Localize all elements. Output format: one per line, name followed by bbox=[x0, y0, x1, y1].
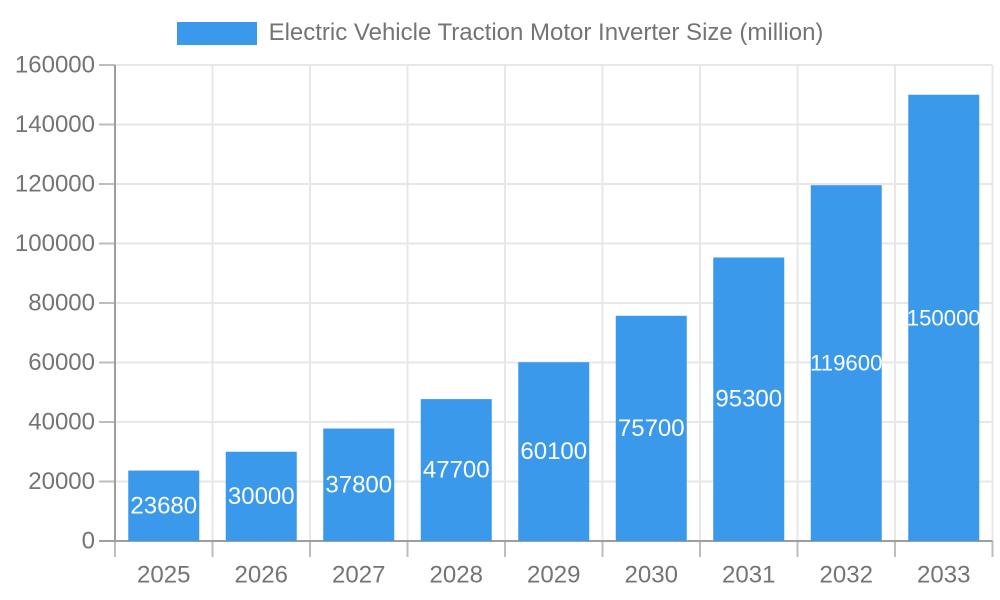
bar-value-label: 30000 bbox=[228, 483, 295, 510]
x-tick-label: 2027 bbox=[332, 562, 385, 589]
x-tick-label: 2029 bbox=[527, 562, 580, 589]
legend-label: Electric Vehicle Traction Motor Inverter… bbox=[268, 19, 824, 46]
bar-value-label: 23680 bbox=[130, 492, 197, 519]
bar-2026[interactable] bbox=[225, 451, 297, 541]
bar-2031[interactable] bbox=[713, 257, 785, 541]
bar-2025[interactable] bbox=[128, 470, 200, 541]
bar-value-label: 60100 bbox=[520, 438, 587, 465]
y-tick-label: 100000 bbox=[15, 230, 95, 257]
bar-2027[interactable] bbox=[323, 428, 395, 541]
x-tick-label: 2026 bbox=[235, 562, 288, 589]
bar-value-label: 150000 bbox=[907, 305, 981, 330]
legend-swatch bbox=[176, 21, 257, 45]
bar-2028[interactable] bbox=[420, 399, 492, 541]
y-tick-label: 140000 bbox=[15, 111, 95, 138]
chart-legend[interactable]: Electric Vehicle Traction Motor Inverter… bbox=[0, 19, 1000, 46]
x-tick-label: 2031 bbox=[722, 562, 775, 589]
bar-2032[interactable] bbox=[810, 185, 882, 541]
y-tick-label: 80000 bbox=[28, 290, 95, 317]
x-tick-label: 2028 bbox=[430, 562, 483, 589]
bar-value-label: 95300 bbox=[715, 386, 782, 413]
y-tick-label: 0 bbox=[82, 528, 95, 555]
y-tick-label: 160000 bbox=[15, 52, 95, 79]
bar-value-label: 37800 bbox=[325, 471, 392, 498]
bar-value-label: 119600 bbox=[810, 351, 882, 376]
y-tick-label: 40000 bbox=[28, 409, 95, 436]
bar-2033[interactable] bbox=[908, 94, 980, 541]
y-tick-label: 120000 bbox=[15, 171, 95, 198]
x-tick-label: 2030 bbox=[625, 562, 678, 589]
x-tick-label: 2025 bbox=[137, 562, 190, 589]
x-tick-label: 2033 bbox=[917, 562, 970, 589]
bar-2029[interactable] bbox=[518, 362, 590, 541]
y-tick-label: 20000 bbox=[28, 468, 95, 495]
bar-value-label: 47700 bbox=[423, 457, 490, 484]
bar-value-label: 75700 bbox=[618, 415, 685, 442]
bar-2030[interactable] bbox=[615, 315, 687, 541]
y-tick-label: 60000 bbox=[28, 349, 95, 376]
x-tick-label: 2032 bbox=[820, 562, 873, 589]
